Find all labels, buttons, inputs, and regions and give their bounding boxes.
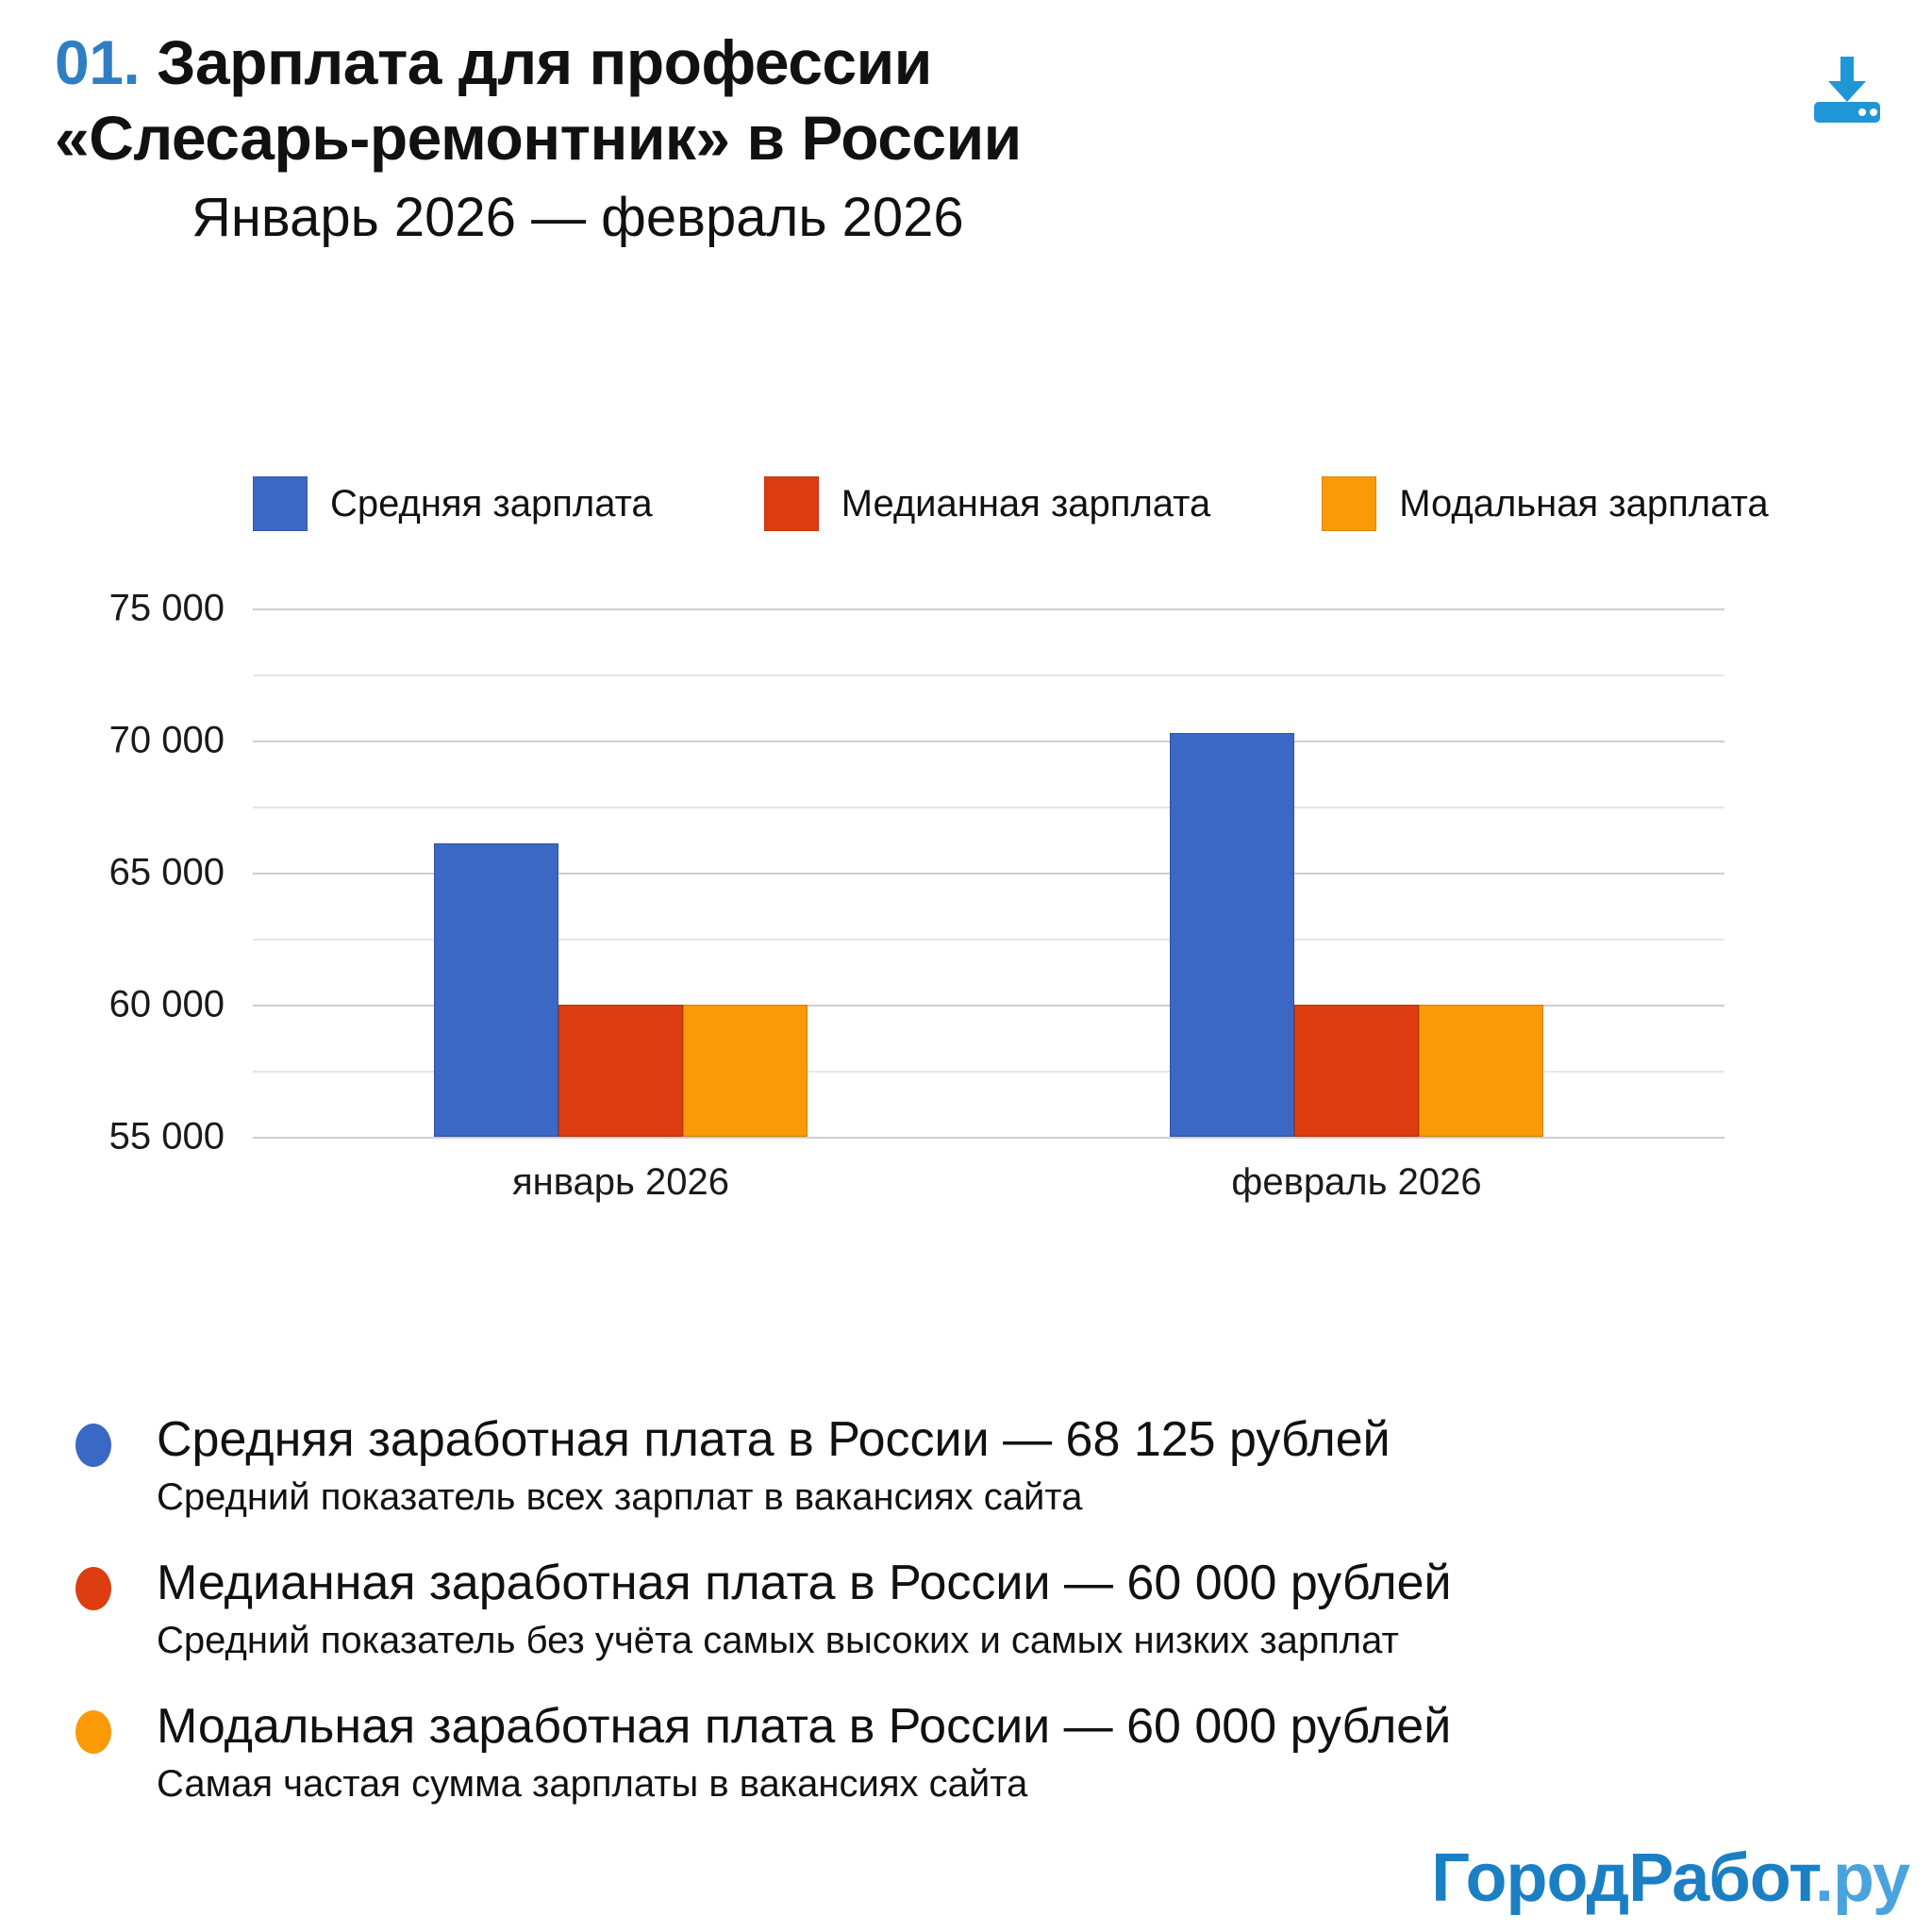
bullet-dot-icon [75, 1567, 111, 1610]
bar-modal-0[interactable] [683, 1005, 808, 1137]
gridline-minor [253, 675, 1724, 676]
bar-modal-1[interactable] [1419, 1005, 1543, 1137]
x-axis-tick-label: февраль 2026 [1231, 1161, 1482, 1203]
gridline-major [253, 1137, 1724, 1139]
legend-item-median: Медианная зарплата [763, 476, 1211, 531]
page-title-text-1: Зарплата для профессии [157, 27, 932, 97]
y-axis-tick-label: 60 000 [108, 983, 225, 1025]
bullet-dot-icon [75, 1424, 111, 1467]
legend-swatch-median [763, 476, 819, 531]
summary-item: Медианная заработная плата в России — 60… [53, 1554, 1657, 1665]
y-axis-tick-label: 65 000 [108, 851, 225, 893]
gridline-major [253, 608, 1724, 610]
y-axis-tick-label: 55 000 [108, 1115, 225, 1158]
y-axis-tick-label: 75 000 [108, 587, 225, 629]
summary-item: Средняя заработная плата в России — 68 1… [53, 1410, 1657, 1522]
chart-legend: Средняя зарплата Медианная зарплата Мода… [253, 476, 1769, 531]
legend-swatch-average [253, 476, 308, 531]
gridline-major [253, 741, 1724, 742]
gridline-minor [253, 1071, 1724, 1073]
x-axis-tick-label: январь 2026 [512, 1161, 729, 1203]
summary-item-description: Средний показатель всех зарплат в ваканс… [157, 1476, 1083, 1518]
summary-item-title: Средняя заработная плата в России — 68 1… [157, 1412, 1391, 1467]
salary-summary-list: Средняя заработная плата в России — 68 1… [53, 1410, 1657, 1840]
logo-text-main: ГородРабот [1431, 1840, 1816, 1916]
bar-median-0[interactable] [558, 1005, 683, 1137]
y-axis-tick-label: 70 000 [108, 719, 225, 761]
bar-average-1[interactable] [1170, 732, 1294, 1137]
bullet-dot-icon [75, 1710, 111, 1754]
site-logo[interactable]: ГородРабот.ру [1431, 1840, 1910, 1917]
page-title-line-1: 01. Зарплата для профессии [55, 25, 1790, 100]
chart-plot-area: январь 2026 февраль 2026 [253, 608, 1724, 1203]
summary-item: Модальная заработная плата в России — 60… [53, 1697, 1657, 1808]
summary-item-title: Модальная заработная плата в России — 60… [157, 1699, 1452, 1754]
download-icon[interactable] [1807, 49, 1887, 128]
page-title-line-2: «Слесарь-ремонтник» в России [55, 103, 1022, 173]
gridline-minor [253, 939, 1724, 941]
chart-y-axis: 75 000 70 000 65 000 60 000 55 000 [0, 588, 225, 1158]
legend-label-median: Медианная зарплата [841, 483, 1211, 525]
summary-item-description: Средний показатель без учёта самых высок… [157, 1620, 1399, 1661]
salary-bar-chart: Средняя зарплата Медианная зарплата Мода… [0, 453, 1932, 1226]
legend-item-modal: Модальная зарплата [1322, 476, 1769, 531]
gridline-major [253, 873, 1724, 874]
legend-label-average: Средняя зарплата [330, 483, 653, 525]
summary-item-title: Медианная заработная плата в России — 60… [157, 1556, 1452, 1610]
legend-label-modal: Модальная зарплата [1399, 483, 1769, 525]
section-number: 01. [55, 27, 141, 97]
gridline-major [253, 1005, 1724, 1007]
page-subtitle: Январь 2026 — февраль 2026 [192, 187, 964, 248]
bar-average-0[interactable] [434, 843, 558, 1137]
legend-swatch-modal [1322, 476, 1377, 531]
bar-median-1[interactable] [1294, 1005, 1419, 1137]
summary-item-description: Самая частая сумма зарплаты в вакансиях … [157, 1763, 1028, 1805]
gridline-minor [253, 807, 1724, 808]
legend-item-average: Средняя зарплата [253, 476, 653, 531]
page-header: 01. Зарплата для профессии «Слесарь-ремо… [55, 25, 1790, 253]
logo-text-tld: .ру [1814, 1840, 1910, 1916]
